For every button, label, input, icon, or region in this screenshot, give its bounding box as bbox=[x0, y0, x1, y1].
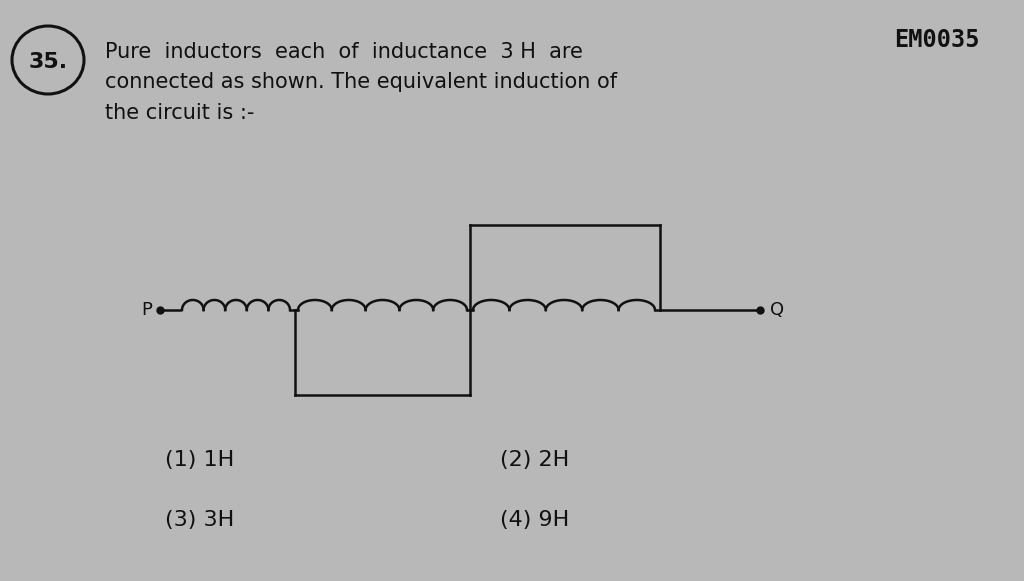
Text: Pure  inductors  each  of  inductance  3 H  are
connected as shown. The equivale: Pure inductors each of inductance 3 H ar… bbox=[105, 42, 617, 123]
Text: (4) 9H: (4) 9H bbox=[500, 510, 569, 530]
Text: (2) 2H: (2) 2H bbox=[500, 450, 569, 470]
Text: Q: Q bbox=[770, 301, 784, 319]
Text: (3) 3H: (3) 3H bbox=[165, 510, 234, 530]
Text: P: P bbox=[141, 301, 152, 319]
Text: 35.: 35. bbox=[29, 52, 68, 72]
Text: EM0035: EM0035 bbox=[895, 28, 980, 52]
Text: (1) 1H: (1) 1H bbox=[165, 450, 234, 470]
